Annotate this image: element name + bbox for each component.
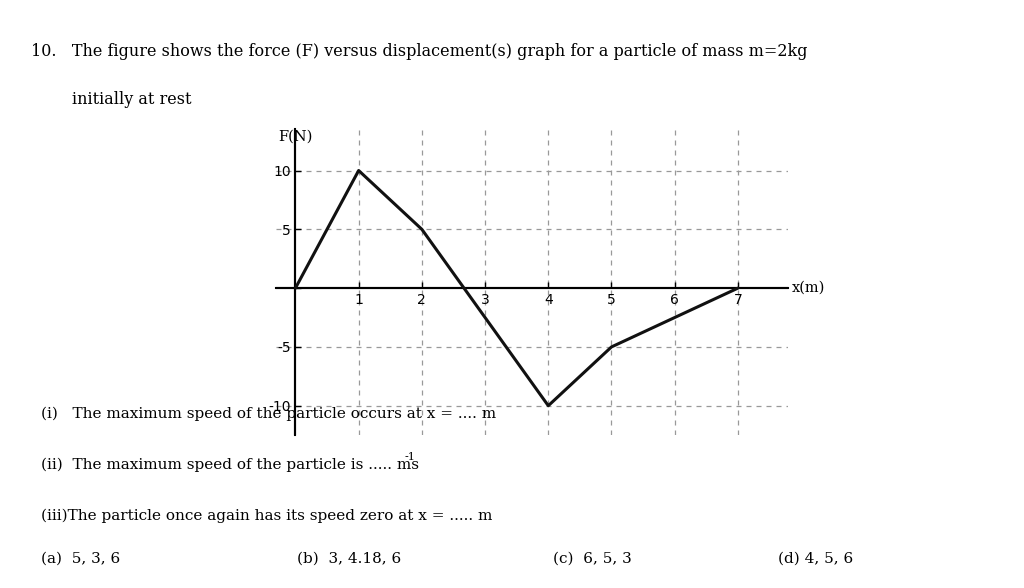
Text: (ii)  The maximum speed of the particle is ..... ms: (ii) The maximum speed of the particle i… xyxy=(41,457,419,472)
Text: (d) 4, 5, 6: (d) 4, 5, 6 xyxy=(778,552,853,566)
Text: (b)  3, 4.18, 6: (b) 3, 4.18, 6 xyxy=(297,552,401,566)
Text: 10.   The figure shows the force (F) versus displacement(s) graph for a particle: 10. The figure shows the force (F) versu… xyxy=(31,43,807,59)
Text: (iii)The particle once again has its speed zero at x = ..... m: (iii)The particle once again has its spe… xyxy=(41,509,493,523)
Text: -1: -1 xyxy=(404,452,416,462)
Text: F(N): F(N) xyxy=(279,129,312,143)
Text: x(m): x(m) xyxy=(792,281,825,295)
Text: (a)  5, 3, 6: (a) 5, 3, 6 xyxy=(41,552,120,566)
Text: (i)   The maximum speed of the particle occurs at x = .... m: (i) The maximum speed of the particle oc… xyxy=(41,406,496,421)
Text: initially at rest: initially at rest xyxy=(31,91,191,108)
Text: (c)  6, 5, 3: (c) 6, 5, 3 xyxy=(553,552,632,566)
